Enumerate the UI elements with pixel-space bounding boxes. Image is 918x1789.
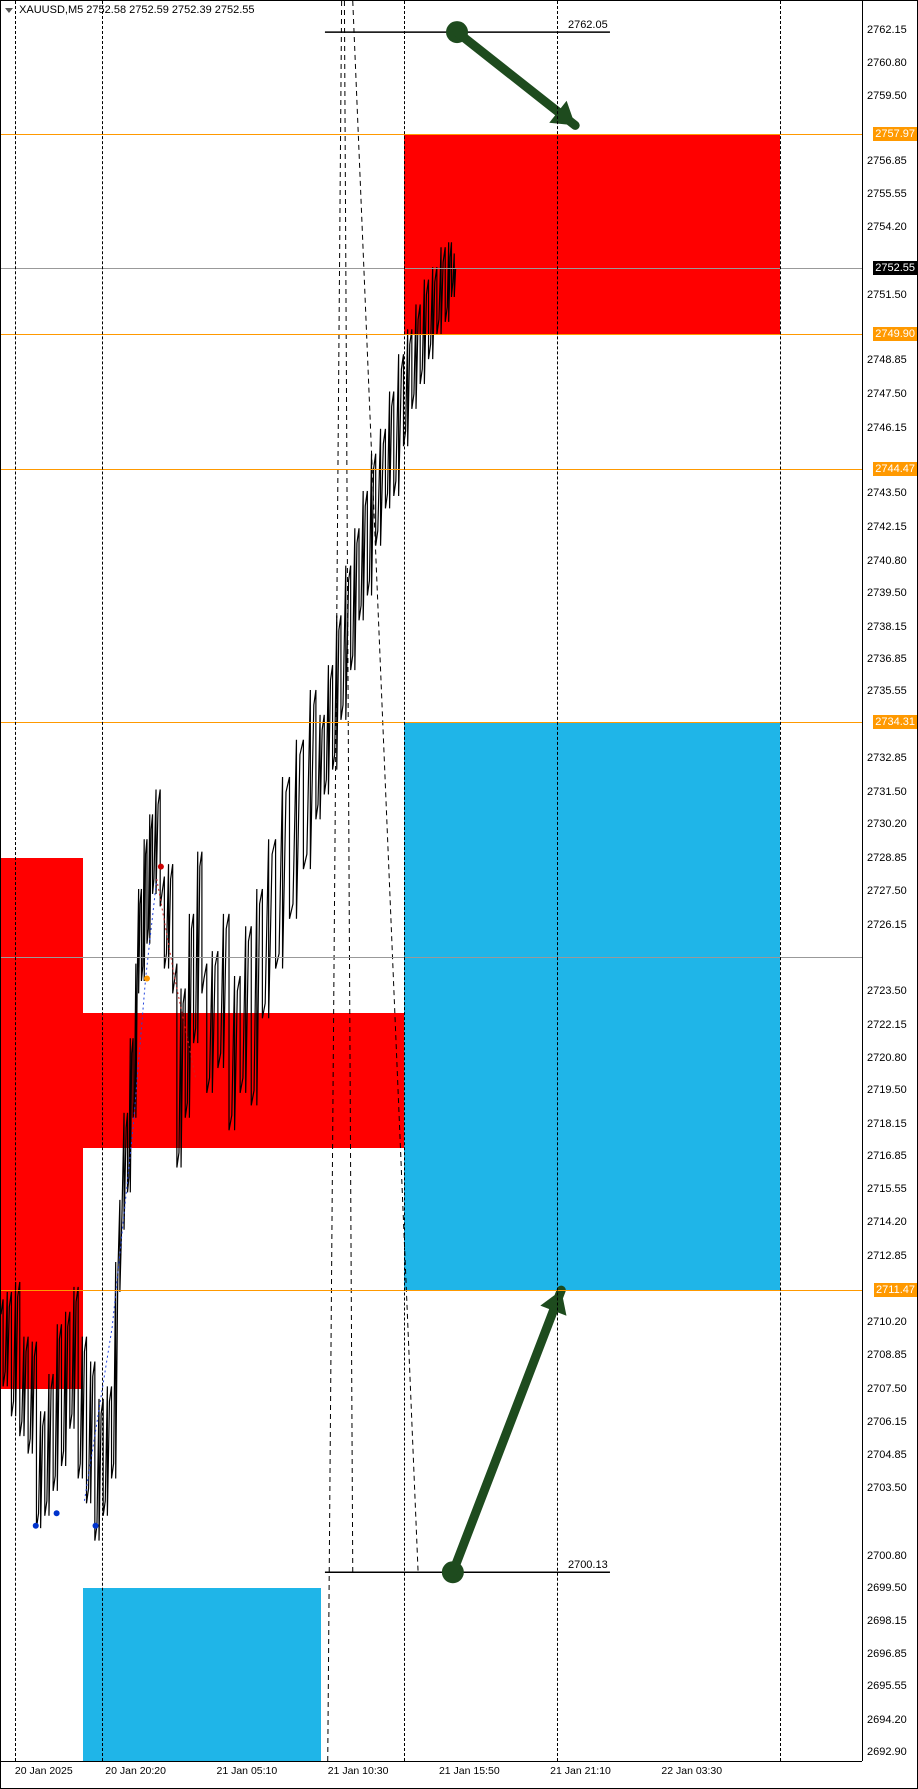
xtick: 22 Jan 03:30 (661, 1765, 722, 1777)
ytick: 2706.15 (867, 1416, 907, 1428)
plot-area[interactable]: 2762.05 2700.13 (1, 1, 862, 1761)
ytick: 2699.50 (867, 1582, 907, 1594)
level-label: 2752.55 (873, 261, 917, 275)
level-line (1, 469, 862, 470)
level-label: 2749.90 (873, 327, 917, 341)
level-line (1, 957, 862, 958)
dropdown-icon[interactable] (5, 8, 13, 13)
ytick: 2726.15 (867, 919, 907, 931)
ytick: 2759.50 (867, 90, 907, 102)
xtick: 20 Jan 20:20 (105, 1765, 166, 1777)
ytick: 2748.85 (867, 354, 907, 366)
y-axis: 2762.15 2760.80 2759.50 2756.85 2755.55 2754.… (862, 1, 917, 1761)
ytick: 2695.55 (867, 1680, 907, 1692)
ytick: 2760.80 (867, 57, 907, 69)
ytick: 2703.50 (867, 1482, 907, 1494)
ytick: 2714.20 (867, 1216, 907, 1228)
ytick: 2707.50 (867, 1383, 907, 1395)
level-label: 2734.31 (873, 715, 917, 729)
ytick: 2740.80 (867, 555, 907, 567)
ytick: 2762.15 (867, 24, 907, 36)
ytick: 2747.50 (867, 388, 907, 400)
target-label: 2700.13 (568, 1559, 608, 1571)
level-line (1, 334, 862, 335)
ytick: 2755.55 (867, 188, 907, 200)
level-line (1, 134, 862, 135)
chart-container[interactable]: XAUUSD,M5 2752.58 2752.59 2752.39 2752.5… (0, 0, 918, 1789)
session-line (404, 1, 405, 1761)
level-line (1, 1290, 862, 1291)
xtick: 21 Jan 05:10 (217, 1765, 278, 1777)
ytick: 2723.50 (867, 985, 907, 997)
ytick: 2735.55 (867, 685, 907, 697)
ytick: 2720.80 (867, 1052, 907, 1064)
ytick: 2722.15 (867, 1019, 907, 1031)
ytick: 2746.15 (867, 422, 907, 434)
ytick: 2730.20 (867, 818, 907, 830)
ytick: 2710.20 (867, 1316, 907, 1328)
level-label: 2711.47 (874, 1283, 917, 1297)
symbol-title: XAUUSD,M5 2752.58 2752.59 2752.39 2752.5… (5, 4, 255, 16)
ytick: 2743.50 (867, 487, 907, 499)
ytick: 2756.85 (867, 155, 907, 167)
ytick: 2731.50 (867, 786, 907, 798)
ytick: 2712.85 (867, 1250, 907, 1262)
level-line (1, 722, 862, 723)
ytick: 2738.15 (867, 621, 907, 633)
ytick: 2742.15 (867, 521, 907, 533)
ytick: 2704.85 (867, 1449, 907, 1461)
target-label: 2762.05 (568, 19, 608, 31)
level-line (1, 268, 862, 269)
ytick: 2732.85 (867, 752, 907, 764)
ytick: 2718.15 (867, 1118, 907, 1130)
xtick: 21 Jan 21:10 (550, 1765, 611, 1777)
symbol-text: XAUUSD,M5 2752.58 2752.59 2752.39 2752.5… (19, 4, 254, 16)
xtick: 21 Jan 15:50 (439, 1765, 500, 1777)
ytick: 2696.85 (867, 1648, 907, 1660)
ytick: 2692.90 (867, 1746, 907, 1758)
x-axis: 20 Jan 2025 20 Jan 20:20 21 Jan 05:10 21 Ja… (1, 1761, 862, 1788)
ytick: 2715.55 (867, 1183, 907, 1195)
level-label: 2744.47 (873, 462, 917, 476)
ytick: 2716.85 (867, 1150, 907, 1162)
session-line (15, 1, 16, 1761)
ytick: 2700.80 (867, 1550, 907, 1562)
ytick: 2754.20 (867, 221, 907, 233)
xtick: 21 Jan 10:30 (328, 1765, 389, 1777)
ytick: 2736.85 (867, 653, 907, 665)
ytick: 2698.15 (867, 1615, 907, 1627)
chart-svg (1, 1, 862, 1761)
ytick: 2739.50 (867, 587, 907, 599)
ytick: 2694.20 (867, 1714, 907, 1726)
ytick: 2727.50 (867, 885, 907, 897)
session-line (557, 1, 558, 1761)
xtick: 20 Jan 2025 (15, 1765, 73, 1777)
ytick: 2719.50 (867, 1084, 907, 1096)
ytick: 2708.85 (867, 1349, 907, 1361)
ytick: 2728.85 (867, 852, 907, 864)
level-label: 2757.97 (873, 127, 917, 141)
session-line (102, 1, 103, 1761)
session-line (780, 1, 781, 1761)
ytick: 2751.50 (867, 289, 907, 301)
